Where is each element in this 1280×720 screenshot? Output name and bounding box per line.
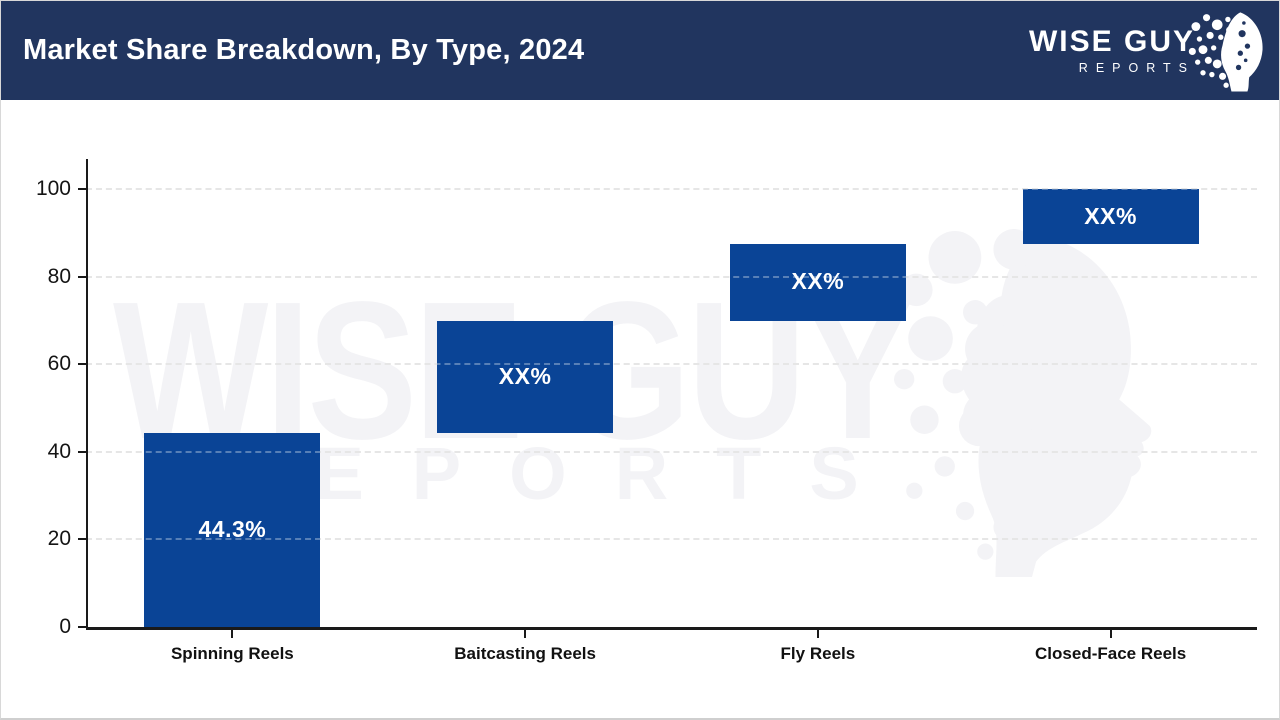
gridline-overlay: [86, 363, 1257, 366]
x-tick: [1109, 630, 1112, 638]
y-tick-label: 60: [47, 352, 71, 376]
logo-text: WISE GUY REPORTS: [1028, 24, 1195, 75]
category-label: Fly Reels: [780, 644, 856, 663]
x-tick: [816, 630, 819, 638]
y-tick-label: 100: [35, 177, 71, 201]
gridline: [86, 188, 1257, 191]
gridline: [86, 275, 1257, 278]
y-tick: [78, 538, 86, 541]
page-title: Market Share Breakdown, By Type, 2024: [23, 34, 585, 66]
bar-chart: 0 20 40 60 80 100 44.3% Spinning Reels XX% Baitca…: [1, 100, 1279, 718]
y-tick: [78, 188, 86, 191]
y-tick: [78, 626, 86, 628]
bar: [437, 320, 614, 434]
header-band: Market Share Breakdown, By Type, 2024 WI…: [1, 1, 1279, 100]
y-tick: [78, 450, 86, 453]
category-label: Baitcasting Reels: [454, 644, 596, 663]
y-tick: [78, 363, 86, 366]
watermark-subtitle: REPORTS: [213, 432, 907, 515]
gridline-overlay: [86, 538, 1257, 541]
y-tick-label: 20: [47, 527, 71, 551]
gridline: [86, 363, 1257, 366]
bar-value-label: XX%: [791, 268, 845, 295]
x-tick: [231, 630, 234, 638]
bar-value-label: 44.3%: [198, 516, 267, 543]
bar: [144, 433, 321, 627]
bar: [729, 243, 906, 321]
bar-value-label: XX%: [498, 362, 552, 389]
bar-value-label: XX%: [1084, 202, 1137, 229]
y-tick: [78, 275, 86, 278]
bar: [1022, 189, 1199, 244]
gridline-overlay: [86, 188, 1257, 191]
wise-guy-logo: WISE GUY REPORTS: [1029, 8, 1267, 94]
gridline-overlay: [86, 275, 1257, 278]
logo-wordmark: WISE GUY: [1028, 24, 1195, 58]
gridline-overlay: [86, 450, 1257, 453]
logo-subtitle: REPORTS: [1078, 60, 1195, 75]
y-tick-label: 0: [59, 615, 71, 638]
gridline: [86, 450, 1257, 453]
watermark-head-icon: [894, 229, 1152, 577]
x-tick: [524, 630, 527, 638]
gridline: [86, 538, 1257, 541]
y-axis-line: [86, 159, 88, 629]
y-tick-label: 40: [47, 439, 71, 463]
y-tick-label: 80: [47, 264, 71, 288]
category-label: Closed-Face Reels: [1035, 644, 1187, 663]
x-axis-line: [86, 627, 1257, 630]
logo-head-icon: [1188, 11, 1263, 91]
category-label: Spinning Reels: [170, 644, 294, 663]
